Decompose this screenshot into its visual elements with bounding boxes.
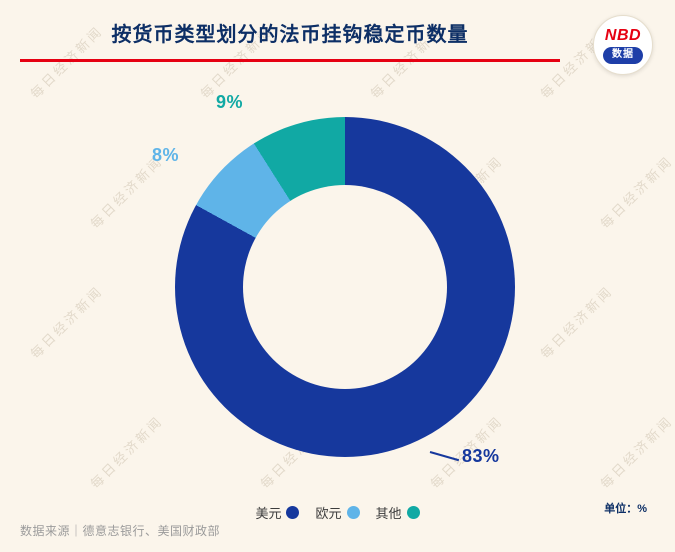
donut-hole <box>243 185 447 389</box>
slice-label-usd: 83% <box>462 446 500 466</box>
nbd-logo: NBD 数据 <box>593 15 653 75</box>
donut-ring <box>175 117 515 457</box>
legend-dot-usd <box>286 506 300 519</box>
unit-note: 单位：% <box>604 503 647 515</box>
legend-label-eur: 欧元 <box>315 506 342 521</box>
legend-label-other: 其他 <box>375 506 402 521</box>
nbd-logo-badge: 数据 <box>603 46 643 64</box>
label-connector-line <box>429 451 460 462</box>
slice-label-eur: 8% <box>152 145 180 165</box>
legend-item-usd[interactable]: 美元 <box>255 503 300 522</box>
legend-item-other[interactable]: 其他 <box>376 503 420 522</box>
page-title: 按货币类型划分的法币挂钩稳定币数量 <box>111 24 469 46</box>
legend-dot-other <box>406 506 420 519</box>
chart-legend: 美元 欧元 其他 <box>0 503 675 522</box>
legend-dot-eur <box>346 506 360 519</box>
slice-label-other: 9% <box>216 92 244 112</box>
data-source-note: 数据来源｜德意志银行、美国财政部 <box>20 524 221 538</box>
legend-label-usd: 美元 <box>255 506 282 521</box>
legend-item-eur[interactable]: 欧元 <box>315 503 360 522</box>
nbd-logo-text: NBD <box>604 26 642 44</box>
title-underline <box>20 59 560 62</box>
chart-header: 按货币类型划分的法币挂钩稳定币数量 <box>20 18 560 62</box>
